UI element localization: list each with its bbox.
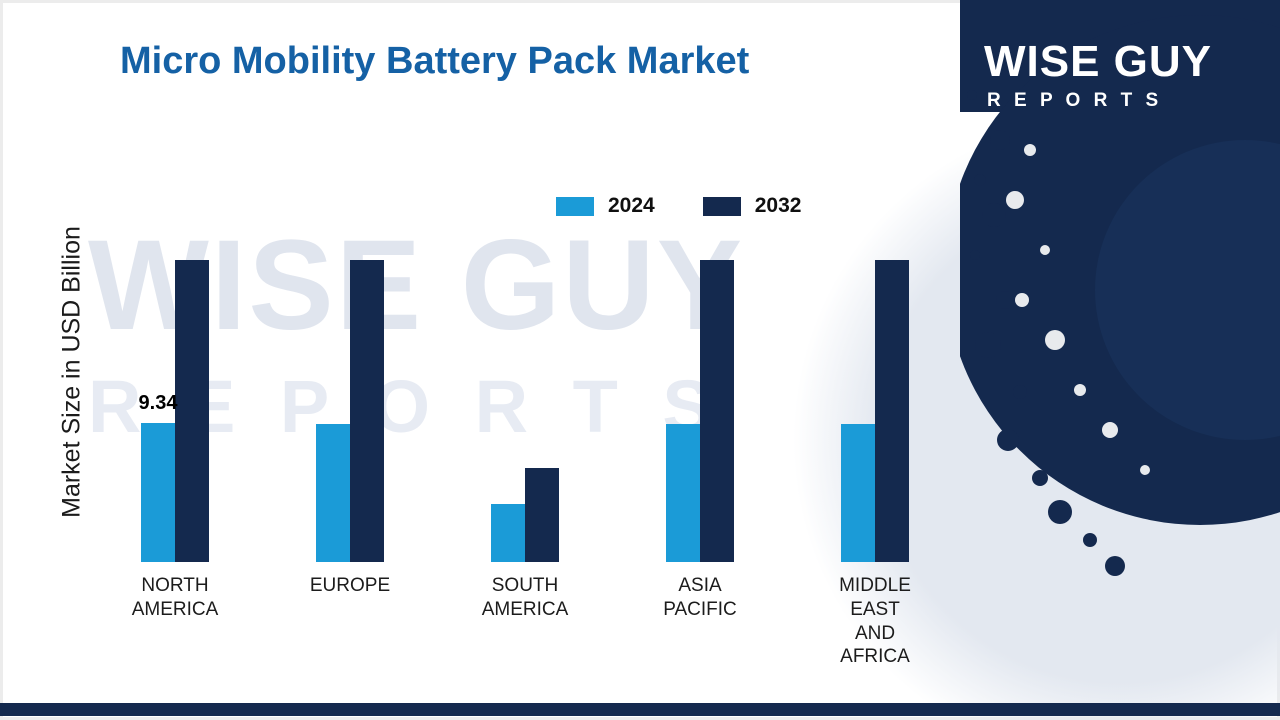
bar-europe-2024 <box>316 424 350 562</box>
bar-asia-pacific-2032 <box>700 260 734 562</box>
category-label-europe: EUROPE <box>309 575 391 596</box>
bar-group-middle-east-and-africa: MIDDLE EAST AND AFRICA <box>830 250 920 669</box>
legend-swatch-2024 <box>556 196 594 216</box>
legend-item-2024: 2024 <box>556 194 655 218</box>
category-label-north-america: NORTH AMERICA <box>131 575 219 620</box>
bar-group-south-america: SOUTH AMERICA <box>480 250 570 669</box>
logo-name-text: WISE GUY <box>984 37 1212 86</box>
category-label-asia-pacific: ASIA PACIFIC <box>663 575 737 620</box>
logo-dot-pattern <box>967 53 1125 576</box>
wiseguy-logo: WISE GUY R E P O R T S <box>960 0 1280 576</box>
bar-asia-pacific-2024 <box>666 424 700 562</box>
category-label-south-america: SOUTH AMERICA <box>481 575 569 620</box>
bars-north-america: 9.34 <box>138 250 209 562</box>
bars-europe <box>316 250 384 562</box>
bars-south-america <box>491 250 559 562</box>
footer-bar <box>0 703 1280 716</box>
bar-group-north-america: 9.34 NORTH AMERICA <box>130 250 220 669</box>
bars-middle-east-and-africa <box>841 250 909 562</box>
legend-swatch-2032 <box>702 196 741 216</box>
bar-groups: 9.34 NORTH AMERICA EUROPE SOUTH AMERICA ASIA… <box>130 250 920 669</box>
logo-face-silhouette <box>1095 140 1280 440</box>
bar-south-america-2032 <box>525 468 559 562</box>
bar-group-europe: EUROPE <box>305 250 395 669</box>
bar-europe-2032 <box>350 260 384 562</box>
legend-label-2032: 2032 <box>754 194 802 217</box>
bars-asia-pacific <box>666 250 734 562</box>
y-axis-label: Market Size in USD Billion <box>57 226 86 518</box>
bar-group-asia-pacific: ASIA PACIFIC <box>655 250 745 669</box>
category-label-middle-east-and-africa: MIDDLE EAST AND AFRICA <box>839 575 911 668</box>
bar-north-america-2024 <box>141 423 175 562</box>
legend-label-2024: 2024 <box>608 194 655 217</box>
bar-middle-east-and-africa-2024 <box>841 424 875 562</box>
legend-item-2032: 2032 <box>702 194 802 218</box>
bar-middle-east-and-africa-2032 <box>875 260 909 562</box>
bar-north-america-2032 <box>175 260 209 562</box>
bar-south-america-2024 <box>491 504 525 562</box>
data-label-north-america: 9.34 <box>138 392 178 414</box>
logo-reports-text: R E P O R T S <box>987 90 1162 111</box>
chart-legend: 2024 2032 <box>556 194 801 218</box>
logo-inner-dot-pattern <box>1006 144 1150 475</box>
page-title: Micro Mobility Battery Pack Market <box>120 40 750 82</box>
bar-chart: 9.34 NORTH AMERICA EUROPE SOUTH AMERICA ASIA… <box>130 250 920 669</box>
